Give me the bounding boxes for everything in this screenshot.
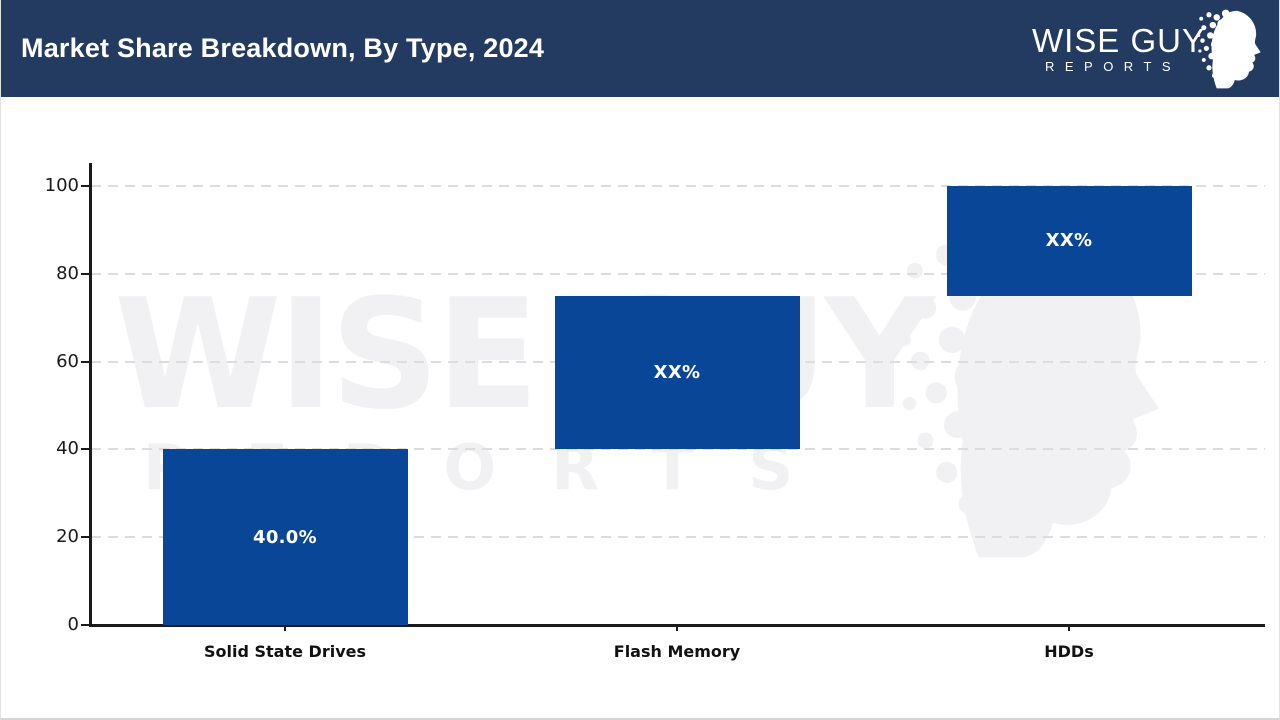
- brand-subtitle: REPORTS: [1044, 59, 1182, 75]
- ytick-label-40: 40: [56, 438, 79, 460]
- y-axis-line: [89, 163, 92, 627]
- gridline-y-80: [91, 272, 1265, 275]
- ytick-label-80: 80: [56, 262, 79, 284]
- brand-logo-text: WISE GUY REPORTS: [1031, 21, 1205, 75]
- category-label-0: Solid State Drives: [203, 642, 366, 661]
- gridline-y-20: [91, 536, 1265, 539]
- plot-area: 0 20 40 60 80 100 40.0% Solid State Drives XX% Fl…: [45, 163, 1265, 661]
- bar-value-label: 40.0%: [253, 526, 317, 548]
- xtick-mark-1: [676, 625, 678, 631]
- header-bar: Market Share Breakdown, By Type, 2024 WI…: [1, 0, 1279, 97]
- gridline-y-100: [91, 185, 1265, 187]
- xtick-mark-2: [1068, 625, 1070, 631]
- brand-logo: WISE GUY REPORTS: [1032, 4, 1269, 94]
- ytick-mark-100: [81, 185, 89, 187]
- gridline-y-40: [91, 448, 1265, 451]
- bar-value-label: XX%: [1045, 230, 1093, 252]
- ytick-mark-80: [81, 272, 89, 275]
- ytick-label-100: 100: [44, 175, 79, 196]
- brand-wordmark: WISE GUY: [1031, 21, 1205, 59]
- bar-flash-memory: XX%: [554, 295, 800, 450]
- page-title: Market Share Breakdown, By Type, 2024: [21, 33, 545, 63]
- xtick-mark-0: [284, 625, 286, 631]
- ytick-mark-0: [81, 624, 89, 626]
- bar-solid-state-drives: 40.0%: [162, 449, 408, 625]
- ytick-mark-40: [81, 448, 89, 451]
- chart-area: WISE GUY REPORTS 0 20 40 60 80 100 40.0% Solid …: [1, 97, 1280, 718]
- ytick-mark-20: [81, 536, 89, 539]
- ytick-label-20: 20: [56, 526, 79, 548]
- ytick-mark-60: [81, 360, 89, 363]
- ytick-label-60: 60: [56, 350, 79, 372]
- ytick-label-0: 0: [67, 614, 79, 635]
- category-label-2: HDDs: [1044, 642, 1094, 661]
- category-label-1: Flash Memory: [613, 642, 741, 661]
- bar-value-label: XX%: [653, 362, 701, 384]
- bar-hdds: XX%: [946, 186, 1192, 296]
